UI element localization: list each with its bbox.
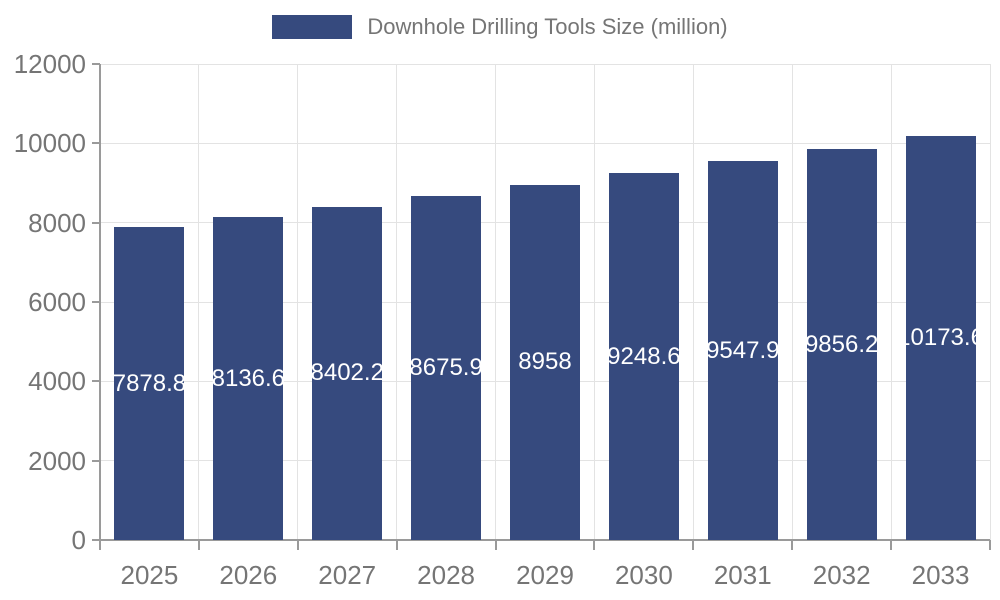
legend-swatch [272,15,353,39]
y-axis-tick [92,301,100,303]
x-axis-tick [593,540,596,550]
y-axis-tick [92,539,100,541]
y-tick-label: 2000 [28,445,86,476]
x-axis-tick [99,540,101,550]
y-axis-tick [92,63,100,65]
y-axis-tick [92,459,100,462]
x-tick-label: 2029 [516,560,574,590]
x-axis-tick [692,540,695,550]
gridline-vertical [396,64,398,540]
y-axis-tick [92,221,100,224]
y-axis-tick [92,142,100,145]
x-axis-line [100,539,990,541]
gridline-vertical [692,64,694,540]
y-tick-label: 12000 [13,49,86,79]
bar[interactable] [114,227,185,540]
gridline-vertical [791,64,793,540]
x-tick-label: 2031 [713,560,772,590]
x-tick-label: 2032 [812,560,871,590]
x-axis-tick [989,540,991,550]
x-tick-label: 2026 [219,560,278,590]
bar[interactable] [312,206,383,540]
y-axis-tick [92,380,100,383]
gridline-horizontal [100,142,990,144]
x-tick-label: 2025 [120,560,179,590]
bar[interactable] [608,173,679,540]
y-tick-label: 4000 [28,366,86,397]
bar[interactable] [707,161,778,540]
legend-label: Downhole Drilling Tools Size (million) [367,14,728,39]
x-axis-tick [395,540,398,550]
x-axis-tick [890,540,893,550]
bar[interactable] [411,195,482,540]
x-axis-tick [296,540,299,550]
y-tick-label: 8000 [28,207,86,238]
bar[interactable] [213,217,284,540]
x-axis-tick [197,540,200,550]
x-tick-label: 2033 [911,560,970,590]
gridline-vertical [297,64,299,540]
gridline-vertical [890,64,892,540]
legend[interactable]: Downhole Drilling Tools Size (million) [0,14,1000,40]
y-axis-line [99,64,101,541]
y-tick-label: 6000 [28,287,86,317]
bar[interactable] [510,184,580,540]
gridline-horizontal [100,63,990,65]
gridline-vertical [495,64,497,540]
x-axis-tick [791,540,794,550]
x-axis-tick [494,540,497,550]
gridline-vertical [989,64,991,540]
bar[interactable] [806,149,877,540]
x-tick-label: 2030 [614,560,673,590]
y-tick-label: 0 [71,525,86,555]
x-tick-label: 2028 [417,560,476,590]
gridline-vertical [198,64,200,540]
gridline-vertical [593,64,595,540]
bar[interactable] [905,136,976,540]
x-tick-label: 2027 [318,560,377,590]
y-tick-label: 10000 [13,128,86,159]
